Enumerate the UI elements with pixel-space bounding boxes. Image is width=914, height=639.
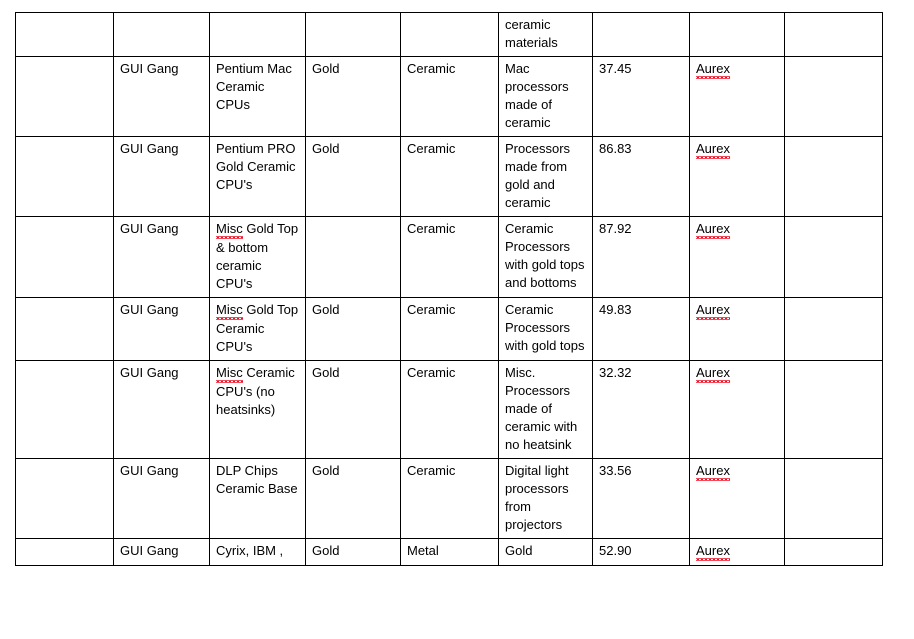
misspelled-word: Misc: [216, 301, 243, 320]
table-row: GUI Gang Pentium Mac Ceramic CPUs Gold Cera…: [15, 56, 883, 137]
table-cell-col-1: [15, 360, 114, 459]
product-table: ceramic materials GUI Gang Pentium Mac Cer…: [15, 12, 883, 566]
table-cell-product: Pentium PRO Gold Ceramic CPU's: [209, 136, 306, 217]
table-cell-refiner: Aurex: [689, 360, 785, 459]
table-cell-price: 52.90: [592, 538, 690, 566]
table-cell-metal: Gold: [305, 538, 401, 566]
table-cell-refiner: Aurex: [689, 136, 785, 217]
table-cell-product: Misc Gold Top & bottom ceramic CPU's: [209, 216, 306, 298]
table-cell-product: Misc Gold Top Ceramic CPU's: [209, 297, 306, 361]
table-cell-refiner: Aurex: [689, 458, 785, 539]
table-cell-col-1: [15, 458, 114, 539]
table-cell-price: [592, 12, 690, 57]
table-cell-material: Ceramic: [400, 216, 499, 298]
table-cell-material: [400, 12, 499, 57]
table-cell-metal: Gold: [305, 458, 401, 539]
table-cell-col-9: [784, 56, 883, 137]
table-cell-col-1: [15, 538, 114, 566]
table-cell-description: Ceramic Processors with gold tops and bo…: [498, 216, 593, 298]
table-cell-material: Ceramic: [400, 136, 499, 217]
table-cell-description: Processors made from gold and ceramic: [498, 136, 593, 217]
table-cell-col-9: [784, 360, 883, 459]
table-cell-description: Mac processors made of ceramic: [498, 56, 593, 137]
table-cell-description: Ceramic Processors with gold tops: [498, 297, 593, 361]
table-cell-col-1: [15, 216, 114, 298]
table-row: GUI Gang DLP Chips Ceramic Base Gold Cerami…: [15, 458, 883, 539]
table-cell-vendor: [113, 12, 210, 57]
table-cell-description: Digital light processors from projectors: [498, 458, 593, 539]
table-cell-product: DLP Chips Ceramic Base: [209, 458, 306, 539]
table-cell-col-1: [15, 12, 114, 57]
table-cell-col-9: [784, 216, 883, 298]
table-cell-price: 87.92: [592, 216, 690, 298]
table-cell-col-1: [15, 136, 114, 217]
table-cell-refiner: Aurex: [689, 297, 785, 361]
table-cell-metal: Gold: [305, 360, 401, 459]
table-cell-metal: [305, 216, 401, 298]
table-cell-price: 37.45: [592, 56, 690, 137]
table-cell-product: Pentium Mac Ceramic CPUs: [209, 56, 306, 137]
table-cell-price: 49.83: [592, 297, 690, 361]
table-cell-col-9: [784, 136, 883, 217]
table-cell-col-9: [784, 12, 883, 57]
table-cell-refiner: [689, 12, 785, 57]
table-body: ceramic materials GUI Gang Pentium Mac Cer…: [15, 12, 883, 566]
misspelled-word: Aurex: [696, 220, 730, 239]
table-cell-price: 86.83: [592, 136, 690, 217]
table-row: GUI Gang Misc Gold Top Ceramic CPU's Gold C…: [15, 297, 883, 361]
table-cell-vendor: GUI Gang: [113, 56, 210, 137]
table-cell-col-9: [784, 458, 883, 539]
table-cell-metal: Gold: [305, 56, 401, 137]
table-row: GUI Gang Pentium PRO Gold Ceramic CPU's Go…: [15, 136, 883, 217]
misspelled-word: Aurex: [696, 462, 730, 481]
table-cell-metal: Gold: [305, 297, 401, 361]
table-cell-product: [209, 12, 306, 57]
table-cell-product: Misc Ceramic CPU's (no heatsinks): [209, 360, 306, 459]
table-cell-material: Ceramic: [400, 458, 499, 539]
table-cell-description: ceramic materials: [498, 12, 593, 57]
table-cell-vendor: GUI Gang: [113, 458, 210, 539]
table-cell-vendor: GUI Gang: [113, 297, 210, 361]
table-cell-vendor: GUI Gang: [113, 538, 210, 566]
table-cell-col-9: [784, 538, 883, 566]
table-cell-description: Misc. Processors made of ceramic with no…: [498, 360, 593, 459]
table-row: ceramic materials: [15, 12, 883, 57]
table-cell-refiner: Aurex: [689, 216, 785, 298]
misspelled-word: Misc: [216, 220, 243, 239]
table-cell-material: Metal: [400, 538, 499, 566]
table-cell-col-1: [15, 297, 114, 361]
table-cell-vendor: GUI Gang: [113, 136, 210, 217]
table-cell-vendor: GUI Gang: [113, 360, 210, 459]
table-cell-material: Ceramic: [400, 297, 499, 361]
table-row: GUI Gang Cyrix, IBM , Gold Metal Gold 52.90 Au…: [15, 538, 883, 566]
table-cell-refiner: Aurex: [689, 56, 785, 137]
table-cell-refiner: Aurex: [689, 538, 785, 566]
misspelled-word: Aurex: [696, 140, 730, 159]
table-cell-col-1: [15, 56, 114, 137]
table-cell-vendor: GUI Gang: [113, 216, 210, 298]
table-cell-price: 33.56: [592, 458, 690, 539]
misspelled-word: Aurex: [696, 301, 730, 320]
misspelled-word: Aurex: [696, 542, 730, 561]
table-cell-metal: [305, 12, 401, 57]
table-cell-description: Gold: [498, 538, 593, 566]
table-row: GUI Gang Misc Ceramic CPU's (no heatsinks…: [15, 360, 883, 459]
misspelled-word: Aurex: [696, 364, 730, 383]
table-cell-col-9: [784, 297, 883, 361]
table-cell-metal: Gold: [305, 136, 401, 217]
table-cell-material: Ceramic: [400, 56, 499, 137]
table-cell-material: Ceramic: [400, 360, 499, 459]
table-cell-price: 32.32: [592, 360, 690, 459]
misspelled-word: Misc: [216, 364, 243, 383]
table-row: GUI Gang Misc Gold Top & bottom ceramic C…: [15, 216, 883, 298]
misspelled-word: Aurex: [696, 60, 730, 79]
table-cell-product: Cyrix, IBM ,: [209, 538, 306, 566]
